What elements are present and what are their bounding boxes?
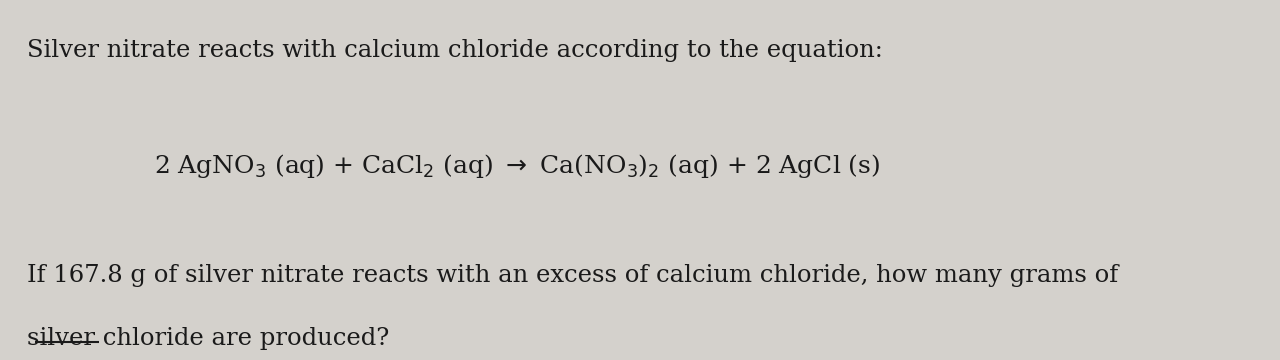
Text: silver chloride are produced?: silver chloride are produced? — [27, 327, 389, 350]
Text: 2 AgNO$_3$ (aq) + CaCl$_2$ (aq) $\rightarrow$ Ca(NO$_3$)$_2$ (aq) + 2 AgCl (s): 2 AgNO$_3$ (aq) + CaCl$_2$ (aq) $\righta… — [154, 152, 881, 180]
Text: Silver nitrate reacts with calcium chloride according to the equation:: Silver nitrate reacts with calcium chlor… — [27, 39, 883, 62]
Text: If 167.8 g of silver nitrate reacts with an excess of calcium chloride, how many: If 167.8 g of silver nitrate reacts with… — [27, 264, 1119, 287]
